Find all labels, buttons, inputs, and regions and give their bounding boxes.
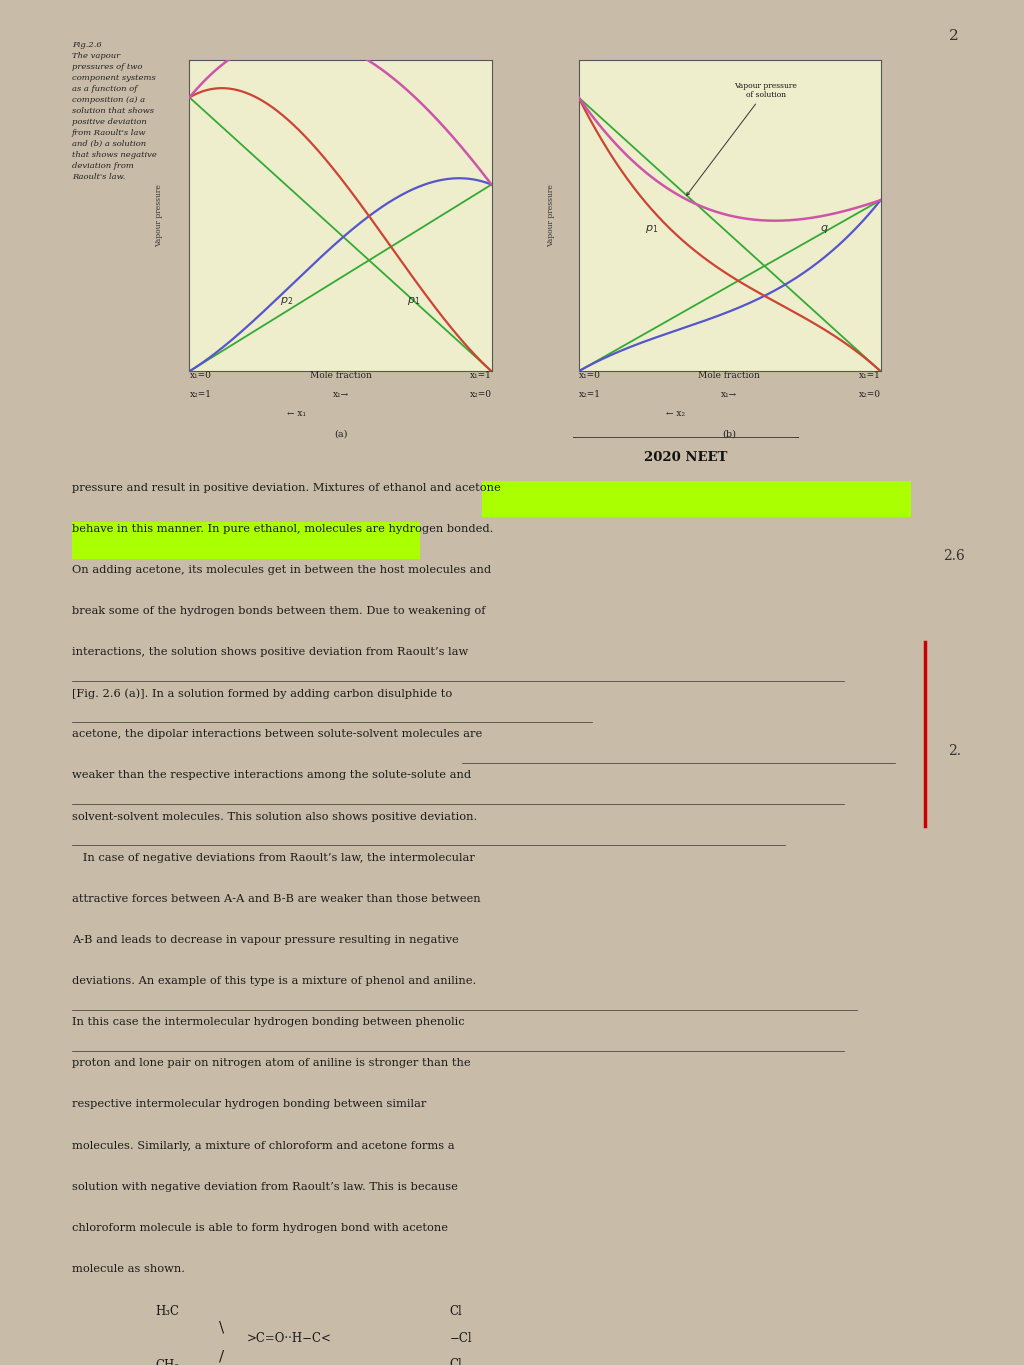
Text: molecule as shown.: molecule as shown. — [72, 1264, 184, 1274]
Text: A-B and leads to decrease in vapour pressure resulting in negative: A-B and leads to decrease in vapour pres… — [72, 935, 459, 945]
Text: solvent-solvent molecules. This solution also shows positive deviation.: solvent-solvent molecules. This solution… — [72, 812, 477, 822]
Text: behave in this manner. In pure ethanol, molecules are hydrogen bonded.: behave in this manner. In pure ethanol, … — [72, 524, 493, 534]
Text: /: / — [218, 1350, 224, 1364]
Text: In this case the intermolecular hydrogen bonding between phenolic: In this case the intermolecular hydrogen… — [72, 1017, 464, 1028]
Text: On adding acetone, its molecules get in between the host molecules and: On adding acetone, its molecules get in … — [72, 565, 490, 575]
Text: weaker than the respective interactions among the solute-solute and: weaker than the respective interactions … — [72, 770, 471, 781]
Text: CH₃: CH₃ — [156, 1360, 179, 1365]
Text: molecules. Similarly, a mixture of chloroform and acetone forms a: molecules. Similarly, a mixture of chlor… — [72, 1141, 455, 1151]
Text: \: \ — [218, 1320, 224, 1334]
Text: (a): (a) — [334, 430, 348, 438]
Text: Cl: Cl — [450, 1305, 462, 1319]
Text: $q$: $q$ — [820, 224, 828, 235]
Text: x₁=1: x₁=1 — [859, 371, 881, 379]
Text: ← x₁: ← x₁ — [288, 410, 306, 418]
Text: solution with negative deviation from Raoult’s law. This is because: solution with negative deviation from Ra… — [72, 1182, 458, 1192]
Text: (b): (b) — [722, 430, 736, 438]
Text: deviations. An example of this type is a mixture of phenol and aniline.: deviations. An example of this type is a… — [72, 976, 476, 986]
Text: respective intermolecular hydrogen bonding between similar: respective intermolecular hydrogen bondi… — [72, 1099, 426, 1110]
Text: [Fig. 2.6 (a)]. In a solution formed by adding carbon disulphide to: [Fig. 2.6 (a)]. In a solution formed by … — [72, 688, 452, 699]
Text: x₁=0: x₁=0 — [189, 371, 211, 379]
Text: >C=O··H−C<: >C=O··H−C< — [247, 1332, 331, 1345]
Text: Vapour pressure
of solution: Vapour pressure of solution — [687, 82, 798, 195]
Text: −Cl: −Cl — [450, 1332, 472, 1345]
Text: In case of negative deviations from Raoult’s law, the intermolecular: In case of negative deviations from Raou… — [72, 853, 474, 863]
Text: Vapour pressure: Vapour pressure — [155, 184, 163, 247]
Text: attractive forces between A-A and B-B are weaker than those between: attractive forces between A-A and B-B ar… — [72, 894, 480, 904]
Text: 2.6: 2.6 — [943, 549, 965, 562]
Text: x₂=1: x₂=1 — [579, 390, 600, 399]
Text: pressure and result in positive deviation. Mixtures of ethanol and acetone: pressure and result in positive deviatio… — [72, 482, 501, 493]
Text: x₁→: x₁→ — [721, 390, 737, 399]
Text: proton and lone pair on nitrogen atom of aniline is stronger than the: proton and lone pair on nitrogen atom of… — [72, 1058, 470, 1069]
Text: acetone, the dipolar interactions between solute-solvent molecules are: acetone, the dipolar interactions betwee… — [72, 729, 482, 740]
Text: chloroform molecule is able to form hydrogen bond with acetone: chloroform molecule is able to form hydr… — [72, 1223, 447, 1233]
Text: Fig.2.6
The vapour
pressures of two
component systems
as a function of
compositi: Fig.2.6 The vapour pressures of two comp… — [72, 41, 157, 182]
Text: 2020 NEET: 2020 NEET — [644, 452, 728, 464]
Text: break some of the hydrogen bonds between them. Due to weakening of: break some of the hydrogen bonds between… — [72, 606, 485, 616]
Text: x₁=1: x₁=1 — [470, 371, 492, 379]
Text: $p_1$: $p_1$ — [645, 224, 658, 235]
Text: 2.: 2. — [947, 744, 961, 758]
Text: Vapour pressure: Vapour pressure — [547, 184, 555, 247]
Text: Mole fraction: Mole fraction — [310, 371, 372, 379]
Text: ← x₂: ← x₂ — [667, 410, 685, 418]
Text: $p_1$: $p_1$ — [407, 295, 420, 307]
Text: H₃C: H₃C — [156, 1305, 179, 1319]
Text: 2: 2 — [949, 29, 959, 42]
Text: interactions, the solution shows positive deviation from Raoult’s law: interactions, the solution shows positiv… — [72, 647, 468, 657]
Text: x₂=0: x₂=0 — [470, 390, 492, 399]
Text: x₂=0: x₂=0 — [859, 390, 881, 399]
Text: x₁→: x₁→ — [333, 390, 349, 399]
Text: x₂=1: x₂=1 — [189, 390, 211, 399]
Bar — [482, 482, 911, 517]
Text: $p_2$: $p_2$ — [280, 295, 293, 307]
Bar — [72, 523, 420, 558]
Text: Cl: Cl — [450, 1358, 462, 1365]
Text: Mole fraction: Mole fraction — [698, 371, 760, 379]
Text: x₁=0: x₁=0 — [579, 371, 600, 379]
